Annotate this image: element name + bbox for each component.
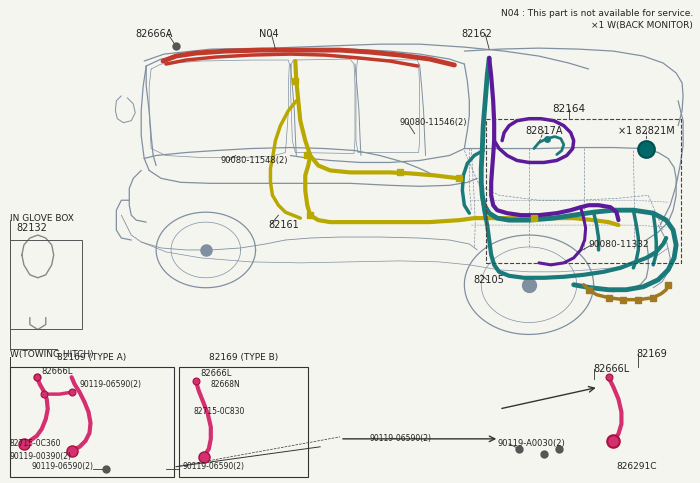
Text: 82164: 82164 <box>552 104 585 114</box>
Text: 90119-06590(2): 90119-06590(2) <box>370 434 432 443</box>
Text: 90080-11332: 90080-11332 <box>589 241 649 250</box>
Bar <box>10 367 174 477</box>
Text: 82132: 82132 <box>16 223 48 233</box>
Text: 82817A: 82817A <box>525 126 563 136</box>
Text: 82105: 82105 <box>474 275 505 285</box>
Text: N04: N04 <box>259 29 279 39</box>
Text: 90119-06590(2): 90119-06590(2) <box>183 462 245 471</box>
Text: W(TOWING HITCH): W(TOWING HITCH) <box>10 350 94 359</box>
Bar <box>10 240 82 329</box>
Text: 826291C: 826291C <box>616 462 657 471</box>
Text: 82715-0C360: 82715-0C360 <box>10 440 62 448</box>
Text: 82668N: 82668N <box>211 380 241 389</box>
Text: 82162: 82162 <box>462 29 493 39</box>
Text: N04 : This part is not available for service.: N04 : This part is not available for ser… <box>500 9 693 18</box>
Text: 82666A: 82666A <box>135 29 173 39</box>
Text: ×1 82821M: ×1 82821M <box>618 126 675 136</box>
Text: 82666L: 82666L <box>201 369 232 378</box>
Text: 82169: 82169 <box>636 349 667 359</box>
Text: 90119-06590(2): 90119-06590(2) <box>80 380 141 389</box>
Text: 90080-11548(2): 90080-11548(2) <box>220 156 288 165</box>
Text: 90119-06590(2): 90119-06590(2) <box>32 462 94 471</box>
Text: 90119-A0030(2): 90119-A0030(2) <box>497 440 565 448</box>
Text: 82169 (TYPE B): 82169 (TYPE B) <box>209 353 278 362</box>
Bar <box>179 367 308 477</box>
Text: IN GLOVE BOX: IN GLOVE BOX <box>10 213 74 223</box>
Text: 90080-11546(2): 90080-11546(2) <box>400 118 467 127</box>
Text: 82666L: 82666L <box>594 364 630 374</box>
Text: 82715-0C830: 82715-0C830 <box>194 407 245 415</box>
Text: 82161: 82161 <box>269 220 299 230</box>
Text: 90119-00390(2): 90119-00390(2) <box>10 452 72 461</box>
Text: 82666L: 82666L <box>42 367 74 376</box>
Text: 82169 (TYPE A): 82169 (TYPE A) <box>57 353 126 362</box>
Text: ×1 W(BACK MONITOR): ×1 W(BACK MONITOR) <box>591 21 693 30</box>
Bar <box>486 119 681 263</box>
